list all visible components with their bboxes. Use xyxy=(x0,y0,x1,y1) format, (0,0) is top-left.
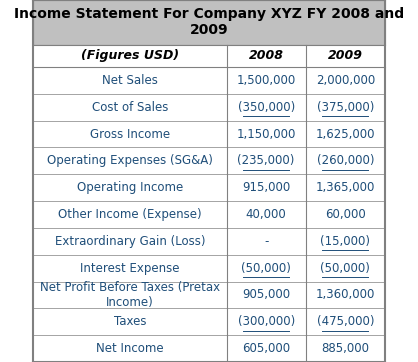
Text: Gross Income: Gross Income xyxy=(90,127,170,140)
Text: 605,000: 605,000 xyxy=(242,342,290,355)
Text: 1,500,000: 1,500,000 xyxy=(237,74,296,87)
Text: (15,000): (15,000) xyxy=(320,235,370,248)
Text: Operating Income: Operating Income xyxy=(77,181,183,194)
Text: Net Sales: Net Sales xyxy=(102,74,158,87)
Bar xyxy=(33,0,385,45)
Text: (350,000): (350,000) xyxy=(237,101,295,114)
Text: 1,365,000: 1,365,000 xyxy=(316,181,375,194)
Text: Operating Expenses (SG&A): Operating Expenses (SG&A) xyxy=(47,154,213,167)
Text: Income Statement For Company XYZ FY 2008 and
2009: Income Statement For Company XYZ FY 2008… xyxy=(14,7,404,37)
Text: 2008: 2008 xyxy=(249,49,284,62)
Bar xyxy=(33,67,385,94)
Bar xyxy=(33,121,385,147)
Text: Cost of Sales: Cost of Sales xyxy=(92,101,168,114)
Bar xyxy=(33,308,385,335)
Text: Extraordinary Gain (Loss): Extraordinary Gain (Loss) xyxy=(55,235,205,248)
Bar xyxy=(33,94,385,121)
Text: Net Income: Net Income xyxy=(96,342,164,355)
Bar xyxy=(33,255,385,282)
Text: 2009: 2009 xyxy=(328,49,363,62)
Bar xyxy=(33,45,385,67)
Text: (50,000): (50,000) xyxy=(320,262,370,275)
Bar xyxy=(33,335,385,362)
Text: (300,000): (300,000) xyxy=(237,315,295,328)
Text: Taxes: Taxes xyxy=(114,315,146,328)
Text: Interest Expense: Interest Expense xyxy=(80,262,180,275)
Text: 60,000: 60,000 xyxy=(325,208,366,221)
Text: 915,000: 915,000 xyxy=(242,181,290,194)
Bar xyxy=(33,147,385,174)
Text: 40,000: 40,000 xyxy=(246,208,287,221)
Text: 885,000: 885,000 xyxy=(321,342,370,355)
Bar xyxy=(33,174,385,201)
Text: (260,000): (260,000) xyxy=(316,154,374,167)
Text: (235,000): (235,000) xyxy=(237,154,295,167)
Text: Net Profit Before Taxes (Pretax
Income): Net Profit Before Taxes (Pretax Income) xyxy=(40,281,220,309)
Text: 2,000,000: 2,000,000 xyxy=(316,74,375,87)
Text: (475,000): (475,000) xyxy=(316,315,374,328)
Text: 905,000: 905,000 xyxy=(242,289,290,302)
Text: (50,000): (50,000) xyxy=(241,262,291,275)
Bar xyxy=(33,228,385,255)
Text: 1,150,000: 1,150,000 xyxy=(237,127,296,140)
Text: Other Income (Expense): Other Income (Expense) xyxy=(58,208,201,221)
Text: 1,625,000: 1,625,000 xyxy=(316,127,375,140)
Text: -: - xyxy=(264,235,268,248)
Text: (Figures USD): (Figures USD) xyxy=(81,49,179,62)
Bar xyxy=(33,201,385,228)
Text: 1,360,000: 1,360,000 xyxy=(316,289,375,302)
Text: (375,000): (375,000) xyxy=(317,101,374,114)
Bar xyxy=(33,282,385,308)
